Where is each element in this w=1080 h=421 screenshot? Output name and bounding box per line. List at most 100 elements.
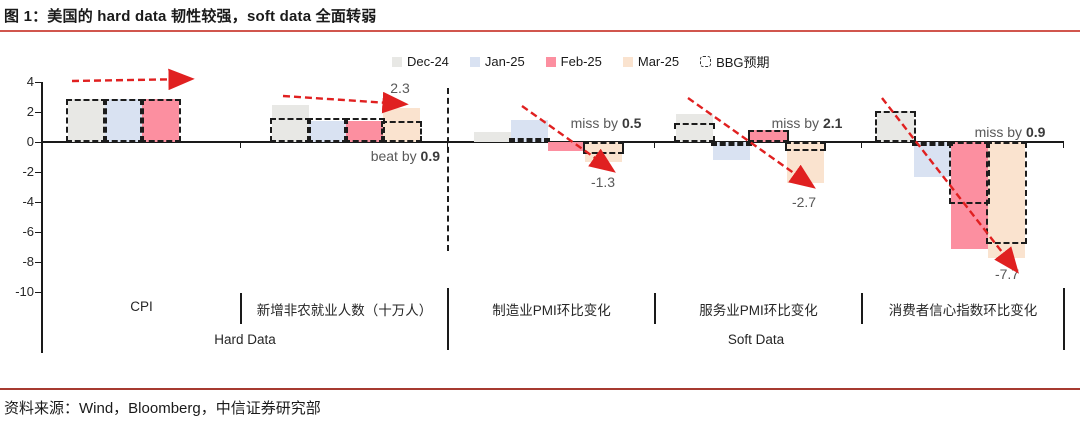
- annotation-text: miss by: [974, 124, 1026, 140]
- annotation: -7.7: [927, 266, 1080, 282]
- category-label: 新增非农就业人数（十万人）: [256, 303, 433, 318]
- bar-feb-25: [346, 121, 383, 142]
- y-axis-tick: [35, 292, 41, 294]
- annotation: miss by 2.1: [727, 115, 887, 131]
- annotation-text: 0.9: [420, 148, 440, 164]
- bar-dec-24: [474, 131, 511, 142]
- y-axis-tick-label: -6: [22, 224, 34, 239]
- annotation: -1.3: [523, 174, 683, 190]
- expectation-box: [986, 142, 1027, 244]
- annotation: beat by 0.9: [280, 148, 440, 164]
- bar-jan-25: [914, 142, 951, 177]
- expectation-box: [270, 118, 311, 142]
- category-label: 消费者信心指数环比变化: [888, 303, 1038, 318]
- legend-item: Dec-24: [392, 54, 449, 69]
- expectation-box: [381, 121, 422, 142]
- expectation-box: [583, 142, 624, 154]
- annotation-text: 0.5: [621, 115, 642, 131]
- expectation-box: [344, 118, 385, 142]
- bar-feb-25: [548, 142, 585, 151]
- category-label: 服务业PMI环比变化: [699, 303, 818, 318]
- legend-swatch-icon: [469, 56, 480, 67]
- x-axis-tick: [1063, 142, 1065, 148]
- bar-dec-24: [272, 104, 309, 142]
- legend-swatch-icon: [622, 56, 633, 67]
- legend-label: Mar-25: [637, 54, 680, 69]
- annotation-text: -2.7: [791, 194, 817, 210]
- x-axis-tick: [861, 142, 863, 148]
- legend-item: Feb-25: [545, 54, 602, 69]
- expectation-box: [66, 98, 107, 142]
- expectation-box: [711, 142, 752, 146]
- x-axis-tick: [654, 142, 656, 148]
- y-axis-tick: [35, 172, 41, 174]
- annotation-text: 2.1: [822, 115, 843, 131]
- figure-title: 图 1：美国的 hard data 韧性较强，soft data 全面转弱: [4, 8, 377, 25]
- source-note: 资料来源：Wind，Bloomberg，中信证券研究部: [4, 400, 321, 417]
- legend-item: Jan-25: [469, 54, 525, 69]
- expectation-box: [509, 137, 550, 142]
- legend-label: Feb-25: [560, 54, 602, 69]
- section-divider-dashed: [447, 88, 449, 251]
- annotation: -2.7: [724, 194, 884, 210]
- annotation-text: beat by: [370, 148, 421, 164]
- annotation-text: miss by: [771, 115, 823, 131]
- annotation: miss by 0.9: [930, 124, 1080, 140]
- expectation-box: [307, 118, 348, 142]
- x-axis-tick: [240, 142, 242, 148]
- annotation-text: 2.3: [390, 80, 410, 96]
- annotation-text: -1.3: [590, 174, 616, 190]
- y-axis-tick-label: 2: [26, 104, 34, 119]
- bar-dec-24: [68, 98, 105, 142]
- category-label: 制造业PMI环比变化: [492, 303, 611, 318]
- y-axis-tick-label: -10: [15, 284, 34, 299]
- expectation-box: [103, 98, 144, 142]
- legend-item: BBG预期: [700, 52, 770, 71]
- annotation-text: 0.9: [1025, 124, 1046, 140]
- label-separator: [240, 293, 242, 324]
- expectation-box: [140, 98, 181, 142]
- annotation-text: miss by: [570, 115, 622, 131]
- label-separator: [1063, 288, 1065, 350]
- bar-jan-25: [105, 98, 142, 142]
- y-axis-tick-label: 4: [26, 74, 34, 89]
- legend-label: Jan-25: [484, 54, 525, 69]
- chart-legend: Dec-24 Jan-25 Feb-25 Mar-25 BBG预期: [392, 52, 770, 71]
- y-axis-tick: [35, 262, 41, 264]
- annotation: miss by 0.5: [526, 115, 686, 131]
- legend-swatch-icon: [545, 56, 556, 67]
- y-axis: [41, 82, 43, 353]
- legend-swatch-icon: [392, 56, 402, 67]
- label-separator: [447, 288, 449, 350]
- footer-rule: [0, 388, 1080, 390]
- label-separator: [654, 293, 656, 324]
- title-underline: [0, 30, 1080, 32]
- y-axis-tick: [35, 82, 41, 84]
- legend-swatch-icon: [700, 56, 712, 67]
- y-axis-tick: [35, 112, 41, 114]
- y-axis-tick-label: -2: [22, 164, 34, 179]
- expectation-box: [949, 142, 990, 204]
- legend-label: Dec-24: [407, 54, 449, 69]
- y-axis-tick-label: -4: [22, 194, 34, 209]
- y-axis-tick-label: -8: [22, 254, 34, 269]
- section-label: Soft Data: [727, 332, 785, 347]
- y-axis-tick: [35, 142, 41, 144]
- legend-item: Mar-25: [622, 54, 680, 69]
- y-axis-tick: [35, 232, 41, 234]
- annotation-text: -7.7: [994, 266, 1020, 282]
- section-label: Hard Data: [214, 332, 276, 347]
- expectation-box: [785, 142, 826, 151]
- category-label: CPI: [130, 299, 153, 314]
- y-axis-tick-label: 0: [26, 134, 34, 149]
- expectation-box: [912, 142, 953, 146]
- annotation: 2.3: [320, 80, 480, 96]
- label-separator: [861, 293, 863, 324]
- y-axis-tick: [35, 202, 41, 204]
- legend-label: BBG预期: [716, 55, 770, 70]
- bar-jan-25: [309, 121, 346, 142]
- expectation-box: [748, 130, 789, 142]
- bar-feb-25: [142, 98, 179, 142]
